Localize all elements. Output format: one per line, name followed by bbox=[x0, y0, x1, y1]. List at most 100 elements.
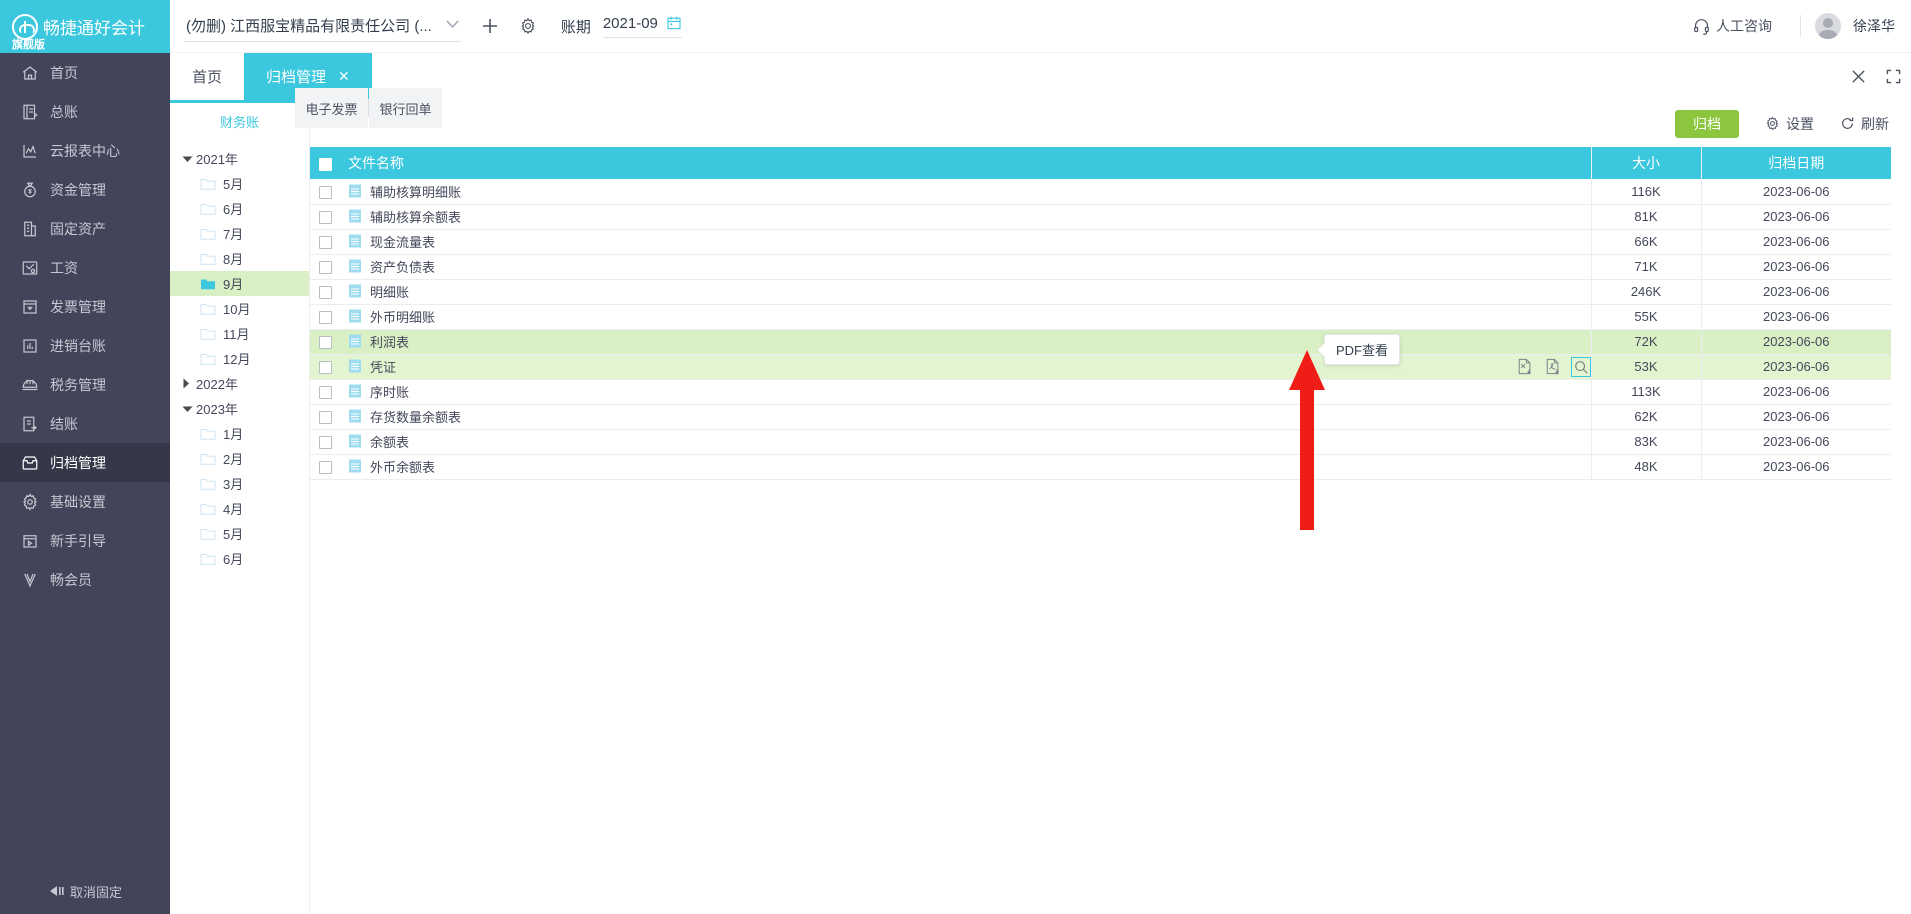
row-checkbox-cell[interactable] bbox=[310, 279, 340, 305]
pdf-preview-icon[interactable] bbox=[1570, 356, 1591, 377]
window-fullscreen-button[interactable] bbox=[1876, 53, 1911, 100]
row-checkbox-cell[interactable] bbox=[310, 429, 340, 455]
tree-node-year[interactable]: 2022年 bbox=[170, 371, 309, 396]
row-checkbox[interactable] bbox=[318, 386, 332, 400]
sidebar-collapse-toggle[interactable]: 取消固定 bbox=[0, 868, 170, 914]
table-row[interactable]: 序时账 113K 2023-06-06 bbox=[310, 379, 1891, 405]
table-row[interactable]: 外币明细账 55K 2023-06-06 bbox=[310, 304, 1891, 330]
close-icon[interactable]: ✕ bbox=[338, 68, 350, 84]
tree-node-month[interactable]: 8月 bbox=[170, 246, 309, 271]
tree-node-month[interactable]: 6月 bbox=[170, 546, 309, 571]
sidebar-item-fund-management[interactable]: 资金管理 bbox=[0, 170, 170, 209]
row-checkbox-cell[interactable] bbox=[310, 354, 340, 380]
tree-node-year[interactable]: 2021年 bbox=[170, 146, 309, 171]
company-selector[interactable]: (勿删) 江西服宝精品有限责任公司 (... bbox=[184, 11, 461, 42]
tree-node-month[interactable]: 2月 bbox=[170, 446, 309, 471]
row-checkbox[interactable] bbox=[318, 436, 332, 450]
tree-node-month[interactable]: 5月 bbox=[170, 171, 309, 196]
caret-down-icon[interactable] bbox=[182, 155, 196, 163]
sidebar-item-general-ledger[interactable]: 总账 bbox=[0, 92, 170, 131]
table-row[interactable]: 辅助核算明细账 116K 2023-06-06 bbox=[310, 179, 1891, 205]
tree-node-month[interactable]: 10月 bbox=[170, 296, 309, 321]
caret-right-icon[interactable] bbox=[182, 378, 196, 389]
sidebar-item-beginner-guide[interactable]: 新手引导 bbox=[0, 521, 170, 560]
tree-node-month[interactable]: 5月 bbox=[170, 521, 309, 546]
tree-node-month[interactable]: 3月 bbox=[170, 471, 309, 496]
user-menu[interactable]: 徐泽华 bbox=[1815, 13, 1895, 39]
table-row[interactable]: 资产负债表 71K 2023-06-06 bbox=[310, 254, 1891, 280]
row-checkbox-cell[interactable] bbox=[310, 179, 340, 205]
table-row-selected[interactable]: 利润表 72K 2023-06-06 bbox=[310, 329, 1891, 355]
tree-node-month[interactable]: 6月 bbox=[170, 196, 309, 221]
row-checkbox-cell[interactable] bbox=[310, 329, 340, 355]
add-company-button[interactable] bbox=[481, 17, 499, 35]
row-checkbox[interactable] bbox=[318, 211, 332, 225]
select-all-checkbox[interactable] bbox=[318, 157, 332, 171]
row-checkbox[interactable] bbox=[318, 185, 332, 199]
table-row[interactable]: 现金流量表 66K 2023-06-06 bbox=[310, 229, 1891, 255]
archive-button[interactable]: 归档 bbox=[1675, 109, 1739, 138]
column-header-date[interactable]: 归档日期 bbox=[1701, 147, 1891, 179]
sidebar-item-invoice-management[interactable]: 发票管理 bbox=[0, 287, 170, 326]
sidebar-item-fixed-assets[interactable]: 固定资产 bbox=[0, 209, 170, 248]
row-checkbox-cell[interactable] bbox=[310, 229, 340, 255]
tree-node-month[interactable]: 12月 bbox=[170, 346, 309, 371]
support-button[interactable]: 人工咨询 bbox=[1693, 16, 1772, 36]
tab-financial-books[interactable]: 财务账 bbox=[170, 100, 309, 140]
tree-node-month[interactable]: 7月 bbox=[170, 221, 309, 246]
row-checkbox-cell[interactable] bbox=[310, 254, 340, 280]
select-all-cell[interactable] bbox=[310, 147, 340, 179]
tree-node-year[interactable]: 2023年 bbox=[170, 396, 309, 421]
tree-node-label: 12月 bbox=[223, 352, 251, 367]
tab-home[interactable]: 首页 bbox=[170, 53, 244, 100]
column-header-name[interactable]: 文件名称 bbox=[340, 147, 1591, 179]
vip-icon bbox=[20, 570, 39, 589]
sidebar-item-stock-ledger[interactable]: 进销台账 bbox=[0, 326, 170, 365]
table-row[interactable]: 明细账 246K 2023-06-06 bbox=[310, 279, 1891, 305]
table-row[interactable]: 外币余额表 48K 2023-06-06 bbox=[310, 454, 1891, 480]
row-checkbox[interactable] bbox=[318, 311, 332, 325]
window-close-button[interactable] bbox=[1841, 53, 1876, 100]
sidebar-item-basic-settings[interactable]: 基础设置 bbox=[0, 482, 170, 521]
row-checkbox[interactable] bbox=[318, 286, 332, 300]
sidebar-item-home[interactable]: 首页 bbox=[0, 53, 170, 92]
row-checkbox[interactable] bbox=[318, 361, 332, 375]
row-checkbox-cell[interactable] bbox=[310, 454, 340, 480]
row-checkbox[interactable] bbox=[318, 336, 332, 350]
period-selector[interactable]: 账期 2021-09 bbox=[561, 15, 682, 38]
tab-bank-receipt[interactable]: 银行回单 bbox=[369, 88, 442, 128]
sidebar-item-payroll[interactable]: 工资 bbox=[0, 248, 170, 287]
row-checkbox-cell[interactable] bbox=[310, 304, 340, 330]
folder-icon bbox=[200, 177, 217, 191]
table-row[interactable]: 存货数量余额表 62K 2023-06-06 bbox=[310, 404, 1891, 430]
table-row[interactable]: 余额表 83K 2023-06-06 bbox=[310, 429, 1891, 455]
tree-node-month[interactable]: 4月 bbox=[170, 496, 309, 521]
tree-node-month[interactable]: 11月 bbox=[170, 321, 309, 346]
row-checkbox[interactable] bbox=[318, 261, 332, 275]
settings-button[interactable]: 设置 bbox=[1765, 114, 1814, 134]
table-row[interactable]: 辅助核算余额表 81K 2023-06-06 bbox=[310, 204, 1891, 230]
sidebar-item-vip-member[interactable]: 畅会员 bbox=[0, 560, 170, 599]
refresh-button[interactable]: 刷新 bbox=[1840, 114, 1889, 134]
row-checkbox-cell[interactable] bbox=[310, 379, 340, 405]
sidebar-item-cloud-report[interactable]: 云报表中心 bbox=[0, 131, 170, 170]
period-value-wrap[interactable]: 2021-09 bbox=[602, 15, 682, 38]
column-header-size[interactable]: 大小 bbox=[1591, 147, 1701, 179]
sidebar-item-tax-management[interactable]: 税务管理 bbox=[0, 365, 170, 404]
table-row-hovered[interactable]: 凭证 bbox=[310, 354, 1891, 380]
caret-down-icon[interactable] bbox=[182, 405, 196, 413]
row-checkbox-cell[interactable] bbox=[310, 404, 340, 430]
row-checkbox-cell[interactable] bbox=[310, 204, 340, 230]
gear-icon[interactable] bbox=[519, 17, 537, 35]
tree-node-month-selected[interactable]: 9月 bbox=[170, 271, 309, 296]
tree-node-month[interactable]: 1月 bbox=[170, 421, 309, 446]
pdf-download-icon[interactable] bbox=[1544, 358, 1562, 376]
row-checkbox[interactable] bbox=[318, 411, 332, 425]
file-name: 明细账 bbox=[370, 285, 410, 300]
row-checkbox[interactable] bbox=[318, 461, 332, 475]
row-checkbox[interactable] bbox=[318, 236, 332, 250]
excel-download-icon[interactable] bbox=[1516, 358, 1534, 376]
tab-e-invoice[interactable]: 电子发票 bbox=[295, 88, 368, 128]
sidebar-item-settlement[interactable]: 结账 bbox=[0, 404, 170, 443]
sidebar-item-archive-management[interactable]: 归档管理 bbox=[0, 443, 170, 482]
